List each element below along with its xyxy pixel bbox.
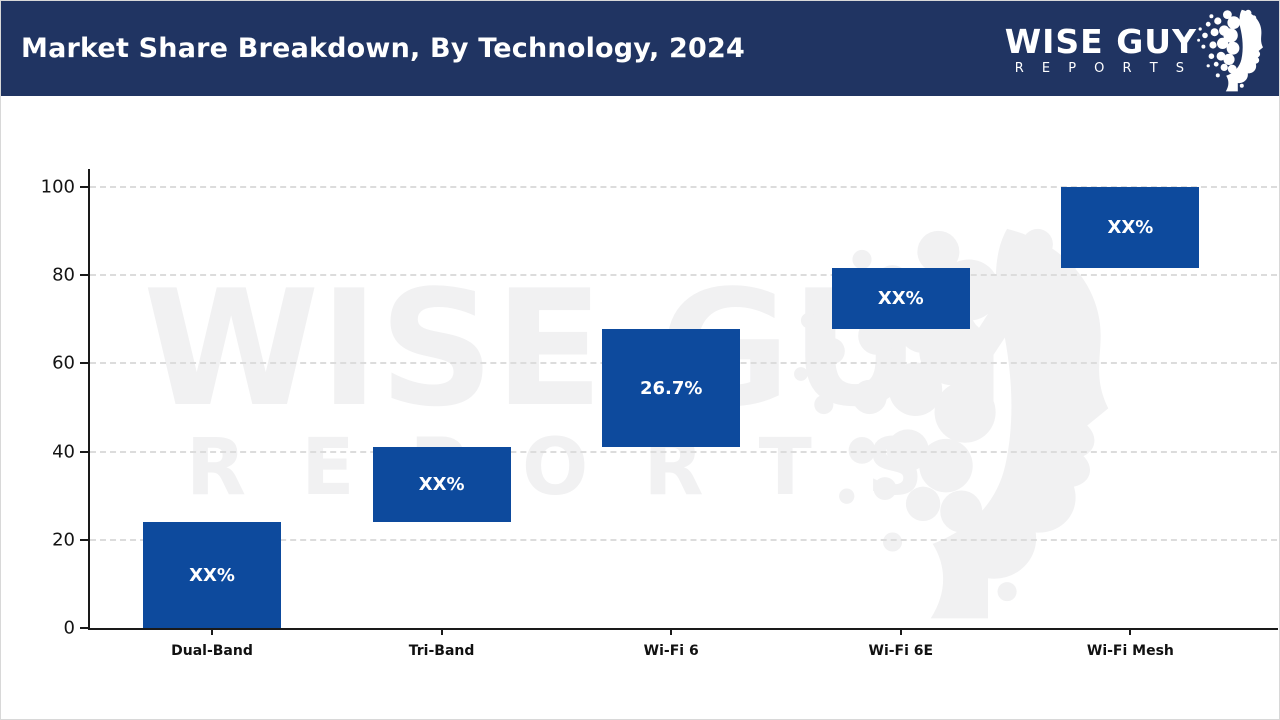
x-tick-mark bbox=[1129, 630, 1132, 635]
y-axis-line bbox=[88, 169, 90, 629]
watermark-subtitle: R E P O R T S bbox=[186, 423, 938, 513]
x-tick-mark bbox=[211, 630, 213, 635]
gridline bbox=[90, 274, 1277, 277]
y-tick-label: 0 bbox=[63, 617, 75, 639]
x-axis-line bbox=[88, 628, 1278, 630]
x-tick-label: Dual-Band bbox=[171, 643, 253, 659]
x-tick-label: Wi-Fi 6E bbox=[868, 643, 934, 659]
header-bar: Market Share Breakdown, By Technology, 2… bbox=[1, 1, 1279, 96]
page-title: Market Share Breakdown, By Technology, 2… bbox=[21, 33, 746, 64]
y-tick-mark bbox=[80, 362, 88, 365]
gridline bbox=[90, 186, 1277, 188]
bar-segment: XX% bbox=[1061, 187, 1200, 269]
bar-segment: XX% bbox=[143, 522, 281, 628]
y-tick-label: 60 bbox=[52, 352, 75, 374]
y-tick-label: 80 bbox=[52, 264, 75, 286]
x-tick-label: Wi-Fi 6 bbox=[643, 643, 699, 659]
y-tick-mark bbox=[80, 450, 88, 453]
x-tick-mark bbox=[670, 630, 673, 635]
bar-value-label: XX% bbox=[189, 564, 235, 586]
y-tick-mark bbox=[80, 627, 88, 629]
y-tick-mark bbox=[80, 274, 88, 277]
y-tick-label: 100 bbox=[40, 176, 75, 198]
brand-logo: WISE GUY R E P O R T S bbox=[1005, 5, 1279, 93]
gridline bbox=[90, 450, 1277, 453]
brand-face-icon bbox=[1197, 9, 1263, 91]
x-tick-mark bbox=[899, 630, 902, 635]
y-tick-mark bbox=[80, 186, 88, 188]
brand-name: WISE GUY bbox=[1004, 22, 1197, 61]
bar-segment: 26.7% bbox=[602, 329, 741, 448]
y-tick-mark bbox=[80, 538, 88, 541]
x-tick-mark bbox=[440, 630, 443, 635]
brand-logo-text: WISE GUY R E P O R T S bbox=[1005, 25, 1197, 76]
y-tick-label: 20 bbox=[52, 529, 75, 551]
bar-value-label: XX% bbox=[1107, 217, 1154, 239]
bar-value-label: XX% bbox=[418, 474, 465, 496]
bar-segment: XX% bbox=[372, 447, 511, 523]
bar-value-label: XX% bbox=[877, 288, 924, 310]
bar-value-label: 26.7% bbox=[639, 377, 703, 399]
bar-segment: XX% bbox=[831, 268, 970, 330]
x-tick-label: Wi-Fi Mesh bbox=[1086, 643, 1174, 659]
gridline bbox=[90, 538, 1277, 541]
y-tick-label: 40 bbox=[52, 441, 75, 463]
brand-tagline: R E P O R T S bbox=[1014, 61, 1192, 76]
x-tick-label: Tri-Band bbox=[408, 643, 475, 659]
